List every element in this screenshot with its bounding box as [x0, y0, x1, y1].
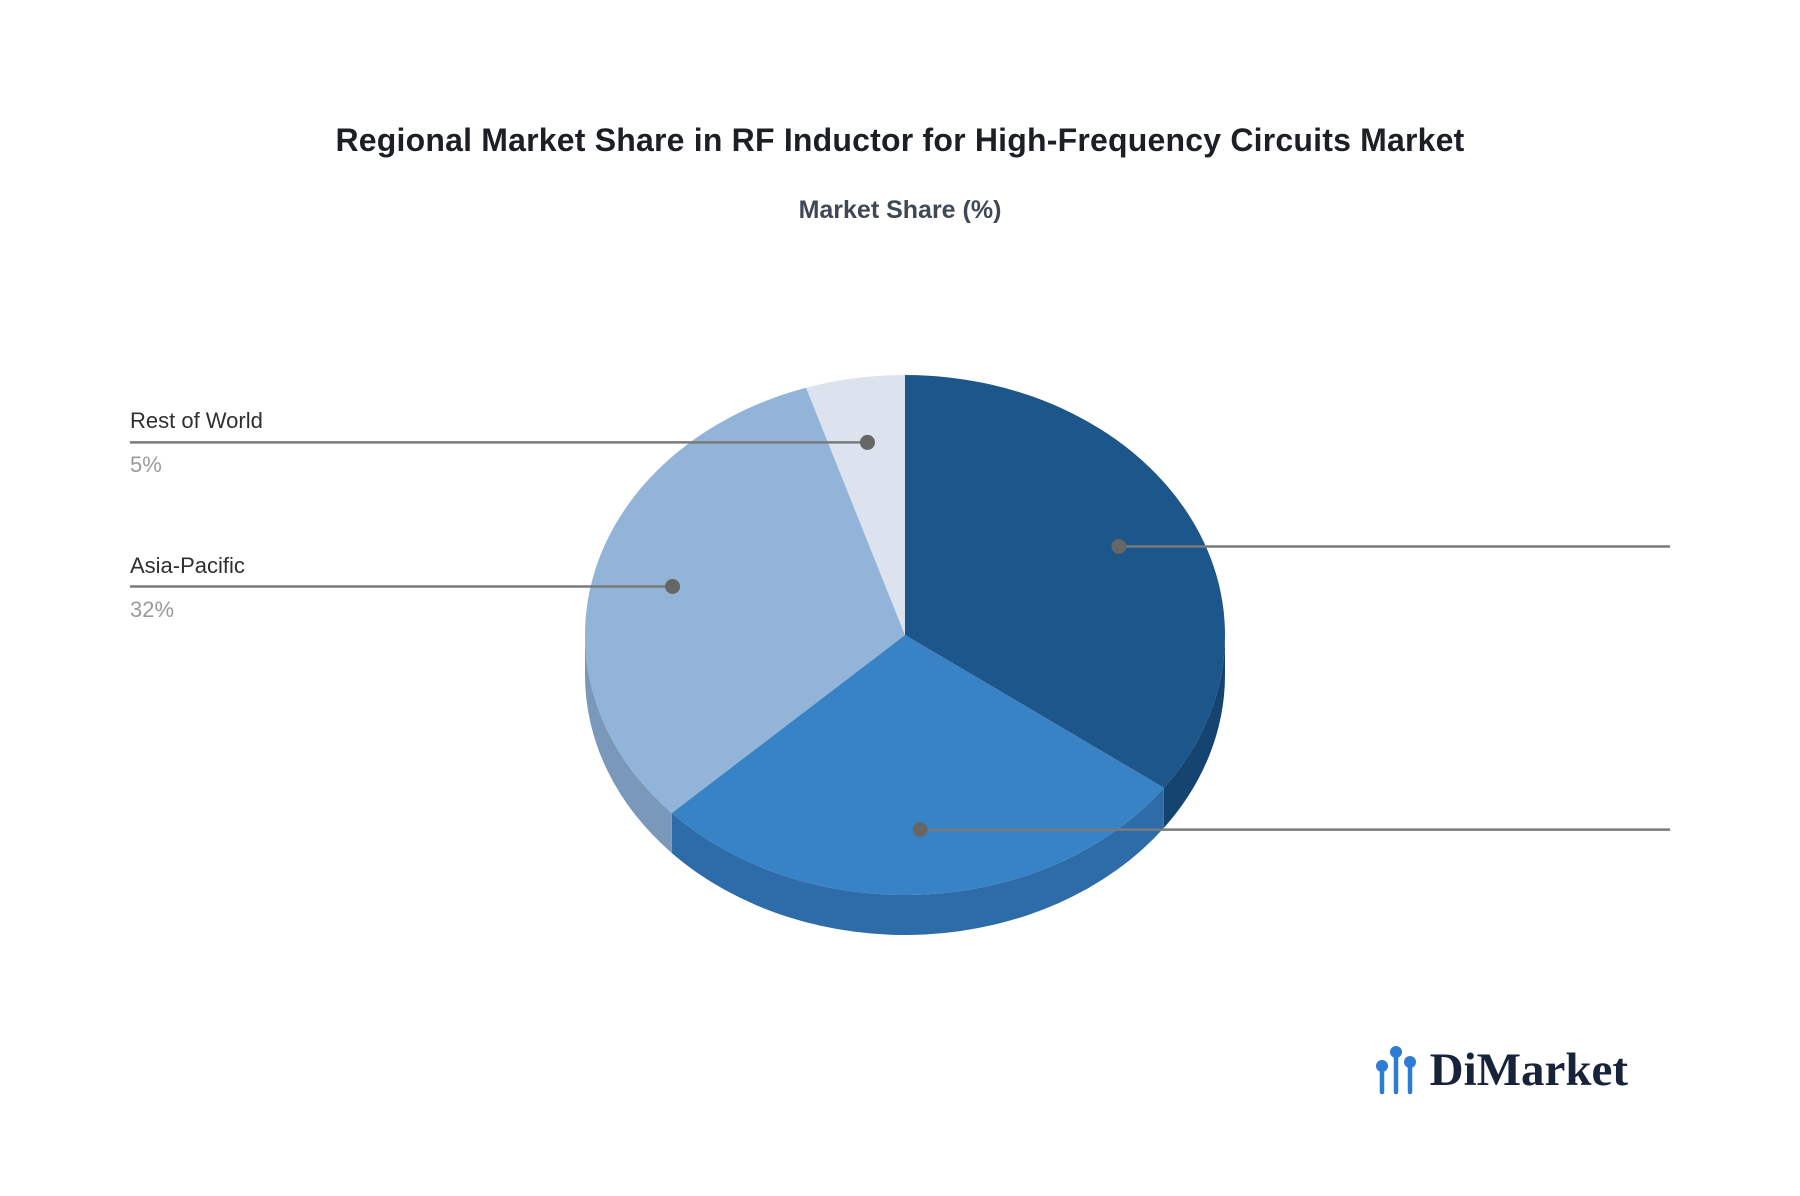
chart-title: Regional Market Share in RF Inductor for…: [335, 122, 1465, 158]
chart-subtitle: Market Share (%): [798, 196, 1002, 224]
callout-label: Asia-Pacific: [130, 552, 245, 578]
leader-dot: [1111, 538, 1127, 554]
pie-slice-north-america: [905, 375, 1226, 788]
logo-dot: [1389, 1046, 1402, 1058]
pie-slice-side-north-america: [1163, 635, 1225, 828]
pie-slice-rest-of-world: [806, 375, 905, 635]
leader-dot: [665, 579, 681, 595]
callout-value: 32%: [130, 596, 175, 622]
pie-slice-side-asia-pacific: [585, 635, 672, 853]
logo-dot: [1375, 1060, 1388, 1072]
pie-slice-asia-pacific: [585, 387, 905, 813]
brand-name: DiMarket: [1429, 1044, 1628, 1096]
callout-value: 5%: [130, 452, 162, 478]
bar-chart-logo-icon: [1375, 1046, 1416, 1095]
brand-logo: DiMarket: [1374, 1040, 1628, 1096]
leader-dot: [859, 434, 875, 450]
callout-label: Rest of World: [130, 408, 263, 434]
leader-dot: [912, 822, 928, 838]
pie-slice-side-europe: [671, 787, 1164, 935]
logo-dot: [1403, 1056, 1416, 1068]
